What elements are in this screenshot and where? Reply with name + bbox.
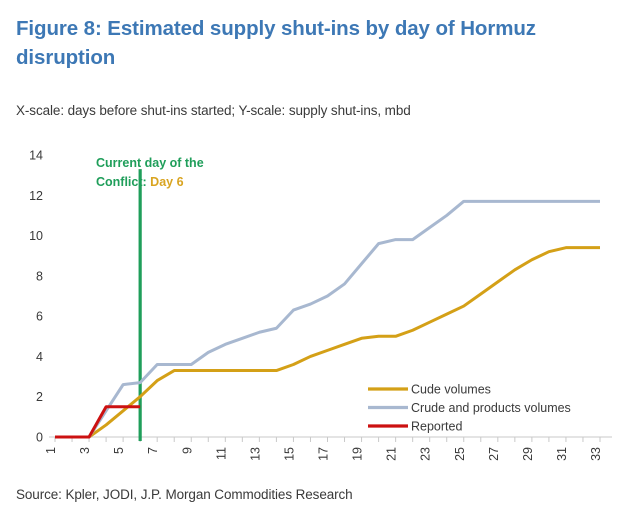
x-tick-label: 1	[44, 447, 58, 454]
figure-subtitle: X-scale: days before shut-ins started; Y…	[16, 103, 411, 118]
annotation-label: Conflict:	[96, 175, 150, 189]
annotation-day-value: Day 6	[150, 175, 183, 189]
legend-label: Crude and products volumes	[411, 401, 571, 415]
chart-legend: Cude volumes Crude and products volumes Re…	[368, 383, 571, 434]
x-axis: 1 3 5 7 9 11 13 15 17 19 21 23 25 27 29 31 33	[44, 436, 612, 461]
x-tick-label: 29	[521, 447, 535, 461]
series-line-cude-volumes	[55, 246, 600, 439]
annotation-line-2: Conflict: Day 6	[96, 175, 184, 189]
series-line-crude-and-products-volumes	[55, 199, 600, 439]
y-tick-label: 6	[36, 310, 43, 324]
x-tick-label: 25	[453, 447, 467, 461]
y-tick-label: 10	[29, 229, 43, 243]
annotation-current-day: Current day of the Conflict: Day 6	[96, 156, 204, 189]
x-tick-label: 15	[282, 447, 296, 461]
x-tick-label: 17	[317, 447, 331, 461]
y-tick-label: 14	[29, 149, 43, 163]
figure-source: Source: Kpler, JODI, J.P. Morgan Commodi…	[16, 487, 353, 502]
series-line-reported	[55, 405, 141, 439]
y-axis: 0 2 4 6 8 10 12 14	[29, 149, 43, 445]
x-tick-label: 31	[555, 447, 569, 461]
x-tick-label: 5	[112, 447, 126, 454]
y-tick-label: 4	[36, 350, 43, 364]
x-tick-label: 23	[419, 447, 433, 461]
y-tick-label: 0	[36, 431, 43, 445]
x-tick-label: 33	[589, 447, 603, 461]
x-tick-label: 3	[78, 447, 92, 454]
legend-label: Reported	[411, 420, 462, 434]
chart-plot-area: 0 2 4 6 8 10 12 14 1 3 5 7 9 11 13 15 17 19 21 23 25 27 29 31 33…	[0, 136, 626, 476]
x-tick-label: 13	[248, 447, 262, 461]
page-title: Figure 8: Estimated supply shut-ins by d…	[16, 17, 536, 70]
legend-label: Cude volumes	[411, 383, 491, 397]
annotation-line-1: Current day of the	[96, 156, 204, 170]
y-tick-label: 12	[29, 189, 43, 203]
x-tick-label: 9	[180, 447, 194, 454]
x-tick-label: 21	[385, 447, 399, 461]
y-tick-label: 8	[36, 269, 43, 283]
x-tick-label: 7	[146, 447, 160, 454]
x-tick-label: 11	[214, 447, 228, 460]
x-tick-label: 19	[351, 447, 365, 461]
y-tick-label: 2	[36, 390, 43, 404]
x-tick-label: 27	[487, 447, 501, 461]
